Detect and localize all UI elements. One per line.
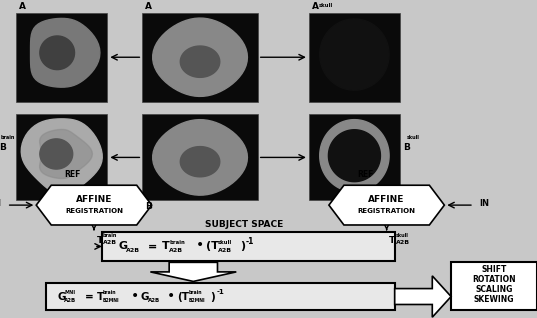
- Polygon shape: [40, 129, 92, 178]
- Bar: [309, 13, 400, 102]
- Text: IN: IN: [0, 199, 1, 208]
- Text: brain: brain: [103, 290, 117, 295]
- Polygon shape: [320, 19, 389, 90]
- Text: A2B: A2B: [396, 240, 410, 245]
- Text: SCALING: SCALING: [475, 285, 513, 294]
- Text: T: T: [162, 241, 170, 252]
- Text: A2B: A2B: [148, 298, 160, 303]
- Polygon shape: [36, 185, 151, 225]
- Text: •: •: [130, 288, 139, 303]
- Text: T: T: [97, 236, 103, 245]
- Text: brain: brain: [188, 290, 202, 295]
- Polygon shape: [21, 119, 102, 194]
- Polygon shape: [153, 18, 248, 96]
- Polygon shape: [40, 139, 72, 169]
- Text: A: A: [145, 2, 152, 11]
- Text: B2MNI: B2MNI: [103, 298, 120, 303]
- Text: G: G: [141, 292, 149, 301]
- FancyBboxPatch shape: [102, 232, 395, 261]
- Text: A2B: A2B: [169, 248, 183, 253]
- Text: ROTATION: ROTATION: [472, 275, 516, 284]
- Text: G: G: [58, 292, 67, 301]
- Bar: [142, 114, 258, 200]
- Polygon shape: [180, 147, 220, 177]
- Polygon shape: [329, 185, 445, 225]
- Polygon shape: [31, 18, 100, 87]
- Text: IN: IN: [480, 199, 489, 208]
- Text: A2B: A2B: [64, 298, 77, 303]
- Text: REGISTRATION: REGISTRATION: [358, 208, 416, 214]
- Text: skull: skull: [218, 240, 233, 245]
- Polygon shape: [395, 276, 451, 317]
- Text: REF: REF: [357, 170, 373, 179]
- Polygon shape: [40, 36, 75, 70]
- Text: =: =: [85, 292, 93, 301]
- Text: -1: -1: [216, 289, 224, 295]
- Text: brain: brain: [103, 233, 118, 238]
- Bar: [309, 114, 400, 200]
- Text: G: G: [118, 241, 127, 252]
- Text: SHIFT: SHIFT: [481, 265, 507, 274]
- Text: A2B: A2B: [126, 248, 140, 253]
- Polygon shape: [320, 120, 389, 192]
- Text: B: B: [0, 142, 6, 152]
- Polygon shape: [150, 262, 236, 281]
- Text: B: B: [145, 202, 152, 211]
- Text: T: T: [97, 292, 104, 301]
- Text: =: =: [148, 241, 157, 252]
- Text: skull: skull: [407, 135, 419, 140]
- Text: MNI: MNI: [64, 290, 76, 295]
- Text: -1: -1: [245, 237, 254, 246]
- Text: T: T: [389, 236, 396, 245]
- Text: (T: (T: [206, 241, 219, 252]
- Text: skull: skull: [318, 3, 333, 8]
- Text: ): ): [240, 241, 245, 252]
- Text: SKEWING: SKEWING: [474, 295, 514, 304]
- Text: A2B: A2B: [103, 240, 117, 245]
- Text: •: •: [195, 238, 204, 252]
- Bar: [16, 13, 107, 102]
- Text: B: B: [403, 142, 410, 152]
- Text: A: A: [19, 2, 26, 11]
- FancyBboxPatch shape: [46, 283, 395, 310]
- Text: ): ): [211, 292, 215, 301]
- Polygon shape: [153, 120, 248, 195]
- Text: B2MNI: B2MNI: [188, 298, 205, 303]
- Text: AFFINE: AFFINE: [76, 195, 112, 204]
- Bar: [16, 114, 107, 200]
- Text: REGISTRATION: REGISTRATION: [65, 208, 123, 214]
- Text: A: A: [311, 2, 318, 11]
- Text: SUBJECT SPACE: SUBJECT SPACE: [205, 220, 284, 229]
- Polygon shape: [329, 130, 380, 182]
- Text: REF: REF: [64, 170, 81, 179]
- Bar: [142, 13, 258, 102]
- Polygon shape: [180, 46, 220, 77]
- Text: brain: brain: [169, 240, 185, 245]
- Text: A2B: A2B: [218, 248, 232, 253]
- Text: •: •: [166, 288, 175, 303]
- FancyBboxPatch shape: [451, 262, 537, 310]
- Text: AFFINE: AFFINE: [368, 195, 405, 204]
- Text: brain: brain: [1, 135, 16, 140]
- Text: skull: skull: [396, 233, 409, 238]
- Text: (T: (T: [177, 292, 189, 301]
